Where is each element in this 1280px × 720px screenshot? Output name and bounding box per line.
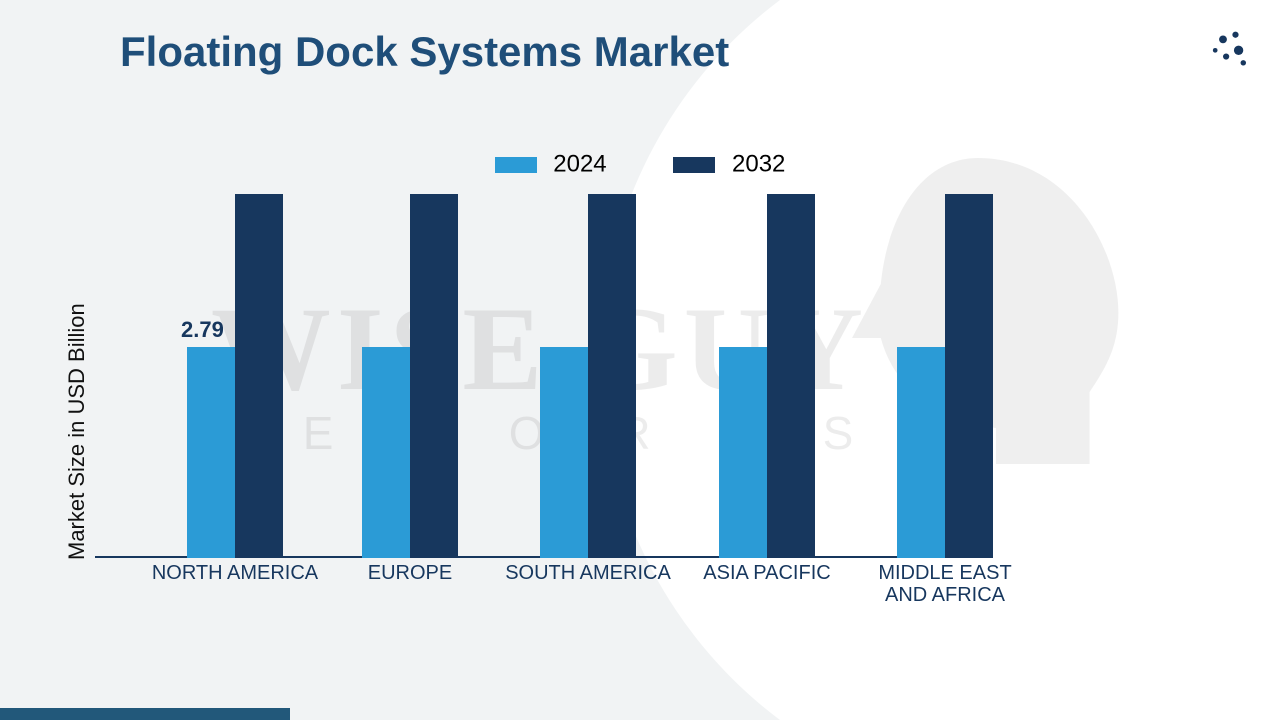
- bar-2032: [767, 194, 815, 558]
- bar-2024: [540, 347, 588, 558]
- bar-2032: [410, 194, 458, 558]
- x-axis-label: NORTH AMERICA: [148, 562, 322, 584]
- value-label: 2.79: [181, 317, 224, 343]
- bar-2024: [719, 347, 767, 558]
- x-axis-label: MIDDLE EAST AND AFRICA: [858, 562, 1032, 606]
- bar-group: [719, 173, 815, 558]
- y-axis-label: Market Size in USD Billion: [64, 303, 90, 560]
- bar-2024: [187, 347, 235, 558]
- bar-group: [897, 173, 993, 558]
- head-icon: [1184, 16, 1262, 94]
- bar-2024: [897, 347, 945, 558]
- chart-plot: [95, 173, 965, 558]
- bar-2024: [362, 347, 410, 558]
- x-axis-label: ASIA PACIFIC: [680, 562, 854, 584]
- brand-logo: WISE GUY R E P O R T S: [996, 20, 1256, 70]
- x-axis-label: EUROPE: [323, 562, 497, 584]
- legend-swatch-2032: [673, 157, 715, 173]
- bar-group: [540, 173, 636, 558]
- bar-2032: [588, 194, 636, 558]
- stage: WISE GUY R E P O R T S Floating Dock Sys…: [0, 0, 1280, 720]
- x-axis-label: SOUTH AMERICA: [501, 562, 675, 584]
- bar-group: [187, 173, 283, 558]
- bar-group: [362, 173, 458, 558]
- legend-swatch-2024: [495, 157, 537, 173]
- footer-accent: [0, 708, 290, 720]
- bar-2032: [235, 194, 283, 558]
- page-title: Floating Dock Systems Market: [120, 28, 729, 76]
- bar-2032: [945, 194, 993, 558]
